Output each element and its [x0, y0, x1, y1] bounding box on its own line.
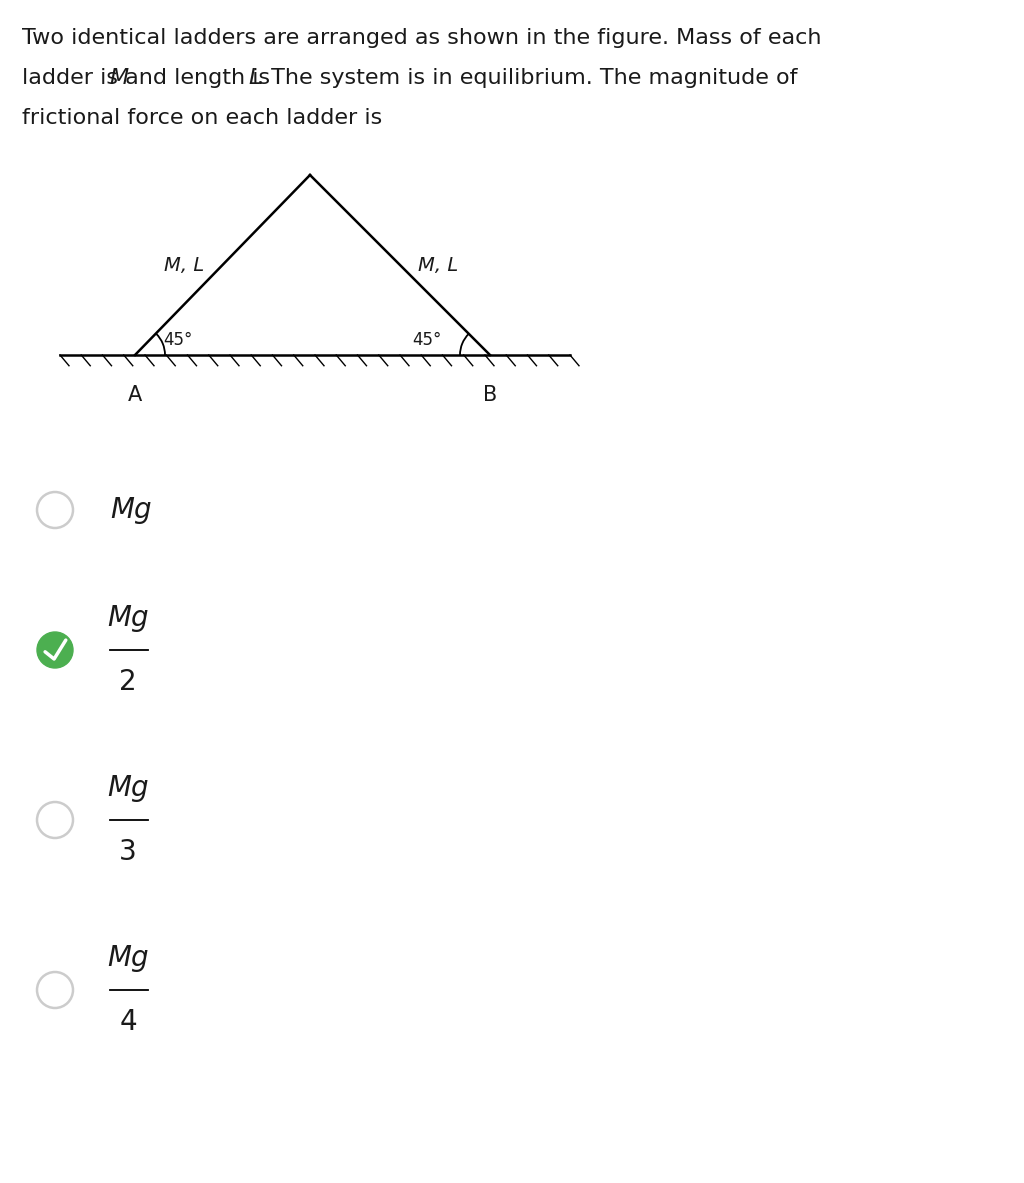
Text: Mg: Mg — [108, 944, 148, 972]
Text: L: L — [248, 67, 260, 88]
Text: 45°: 45° — [412, 331, 441, 349]
Text: 3: 3 — [119, 838, 137, 866]
Text: M: M — [109, 67, 128, 88]
Text: M, L: M, L — [165, 256, 205, 274]
Text: . The system is in equilibrium. The magnitude of: . The system is in equilibrium. The magn… — [257, 67, 798, 88]
Circle shape — [37, 972, 73, 1008]
Text: Two identical ladders are arranged as shown in the figure. Mass of each: Two identical ladders are arranged as sh… — [22, 28, 821, 49]
Text: 4: 4 — [119, 1008, 137, 1036]
Text: and length is: and length is — [118, 67, 276, 88]
Circle shape — [37, 802, 73, 838]
Text: M, L: M, L — [418, 256, 458, 274]
Text: Mg: Mg — [108, 605, 148, 632]
Circle shape — [37, 492, 73, 528]
Text: B: B — [483, 384, 497, 405]
Text: frictional force on each ladder is: frictional force on each ladder is — [22, 108, 382, 128]
Circle shape — [37, 632, 73, 668]
Text: Mg: Mg — [110, 496, 152, 524]
Text: A: A — [128, 384, 142, 405]
Text: Mg: Mg — [108, 774, 148, 802]
Text: ladder is: ladder is — [22, 67, 125, 88]
Text: 2: 2 — [119, 668, 137, 696]
Text: 45°: 45° — [163, 331, 193, 349]
